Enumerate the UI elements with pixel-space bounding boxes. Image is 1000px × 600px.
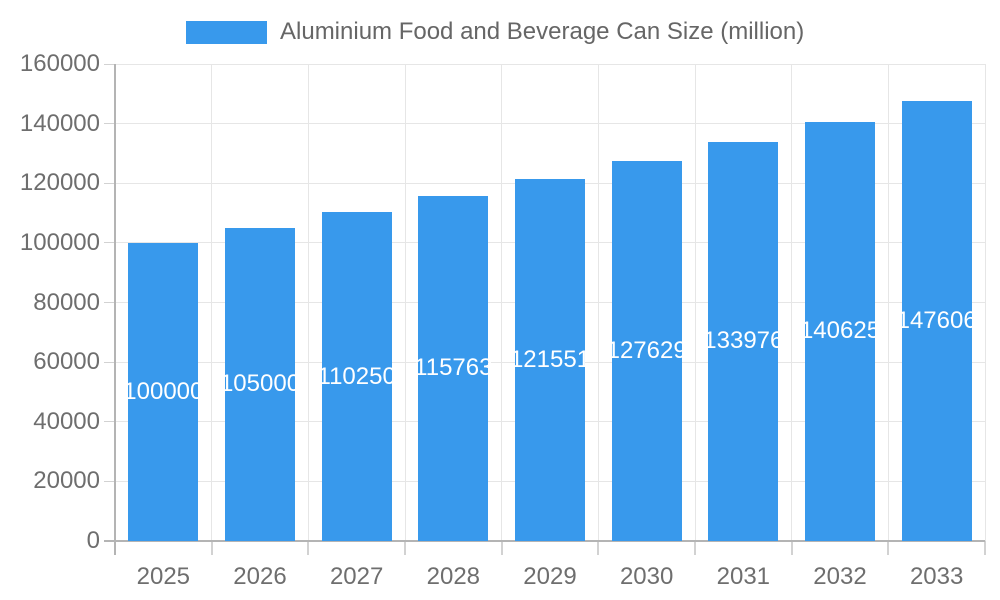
bar-2030[interactable] <box>611 160 682 541</box>
x-tick-mark <box>887 541 890 555</box>
bar-2031[interactable] <box>708 141 779 541</box>
y-tick-mark <box>104 421 115 423</box>
x-tick-mark <box>694 541 696 555</box>
y-axis-label: 60000 <box>33 348 100 376</box>
y-axis-label: 40000 <box>33 407 100 435</box>
h-gridline <box>115 63 985 65</box>
y-axis-label: 80000 <box>33 288 100 316</box>
y-axis-label: 100000 <box>19 228 100 256</box>
y-axis-label: 0 <box>86 527 100 554</box>
h-gridline <box>115 123 985 125</box>
y-axis-label: 160000 <box>19 50 100 77</box>
y-tick-mark <box>104 123 115 125</box>
bar-2029[interactable] <box>515 178 585 541</box>
v-gridline <box>211 64 213 541</box>
x-axis-label: 2033 <box>909 563 964 590</box>
y-axis-label: 120000 <box>19 169 100 197</box>
y-tick-mark <box>104 63 115 65</box>
x-tick-mark <box>790 541 793 555</box>
v-gridline <box>887 64 889 541</box>
v-gridline <box>597 64 599 541</box>
v-gridline <box>501 64 503 541</box>
y-tick-mark <box>104 480 115 482</box>
x-axis-label: 2032 <box>813 563 867 590</box>
y-tick-mark <box>104 361 115 363</box>
x-tick-mark <box>404 541 406 555</box>
x-tick-mark <box>210 541 213 555</box>
y-axis-line <box>114 64 116 555</box>
v-gridline <box>694 64 696 541</box>
y-tick-mark <box>104 302 115 303</box>
x-axis-label: 2025 <box>136 563 191 590</box>
x-axis-label: 2031 <box>716 563 771 590</box>
x-axis-label: 2028 <box>426 563 481 590</box>
bar-2025[interactable] <box>128 242 199 541</box>
x-axis-label: 2026 <box>233 563 287 590</box>
y-tick-mark <box>104 182 115 184</box>
y-axis-label: 20000 <box>33 467 100 495</box>
x-tick-mark <box>597 541 600 555</box>
x-axis-label: 2027 <box>329 563 384 590</box>
bar-2028[interactable] <box>418 195 489 541</box>
x-axis-label: 2029 <box>523 563 577 590</box>
x-axis-line <box>104 540 985 542</box>
legend-label: Aluminium Food and Beverage Can Size (mi… <box>280 18 805 45</box>
y-axis-label: 140000 <box>19 109 100 137</box>
x-tick-mark <box>500 541 503 555</box>
legend-item[interactable]: Aluminium Food and Beverage Can Size (mi… <box>186 18 804 46</box>
bar-2032[interactable] <box>805 121 875 541</box>
bar-2026[interactable] <box>225 227 295 541</box>
bar-2033[interactable] <box>901 100 972 541</box>
x-axis-label: 2030 <box>619 563 674 590</box>
v-gridline <box>307 64 309 541</box>
y-tick-mark <box>104 242 115 244</box>
v-gridline <box>404 64 406 541</box>
x-tick-mark <box>984 541 986 555</box>
x-tick-mark <box>307 541 310 555</box>
v-gridline <box>791 64 793 541</box>
legend-swatch <box>186 20 267 44</box>
bar-2027[interactable] <box>321 212 392 541</box>
v-gridline <box>984 64 986 541</box>
